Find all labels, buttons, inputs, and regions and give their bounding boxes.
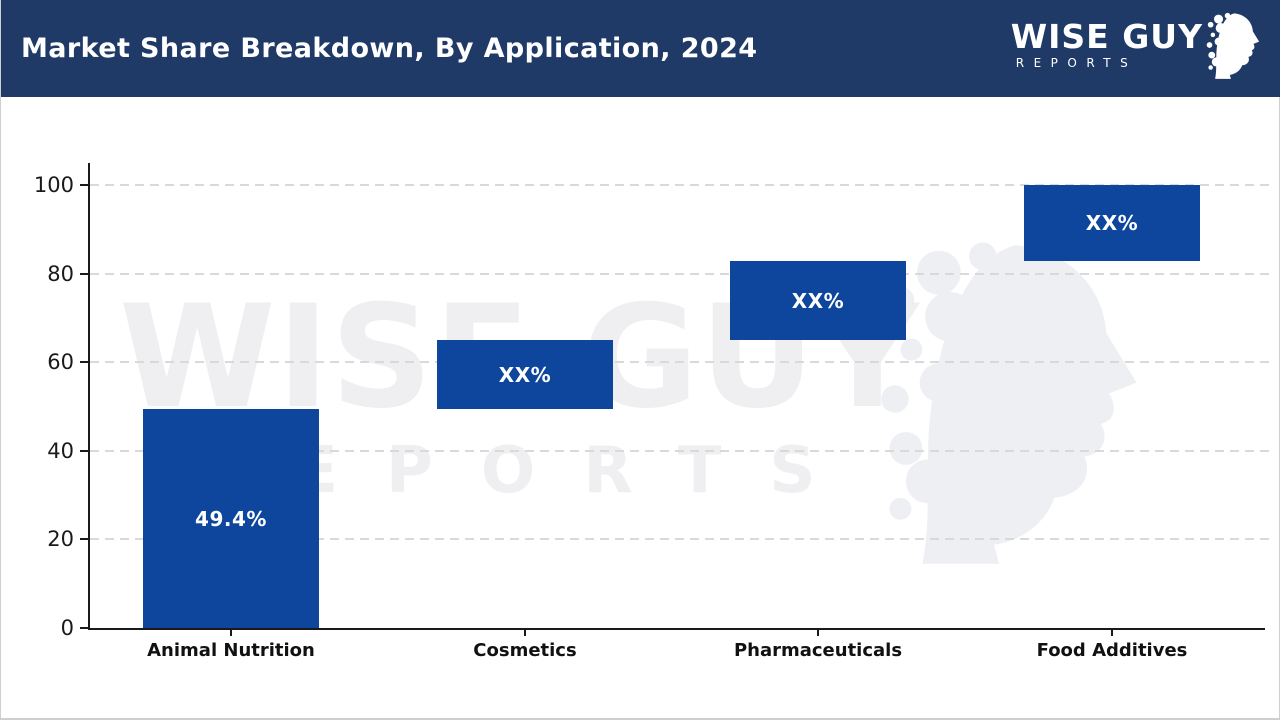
x-axis-line xyxy=(88,628,1265,630)
gridline-80 xyxy=(90,272,1273,275)
y-tick-label: 20 xyxy=(47,527,74,552)
y-tick-label: 60 xyxy=(47,350,74,375)
category-label-cosmetics: Cosmetics xyxy=(473,640,577,661)
bar-value-label: XX% xyxy=(791,288,845,313)
chart-title: Market Share Breakdown, By Application, … xyxy=(21,33,758,64)
x-tick-mark xyxy=(817,628,819,636)
y-tick-mark xyxy=(80,538,88,541)
x-tick-mark xyxy=(1111,628,1113,636)
y-tick-label: 40 xyxy=(47,438,74,463)
category-label-food-additives: Food Additives xyxy=(1036,640,1188,661)
y-tick-mark xyxy=(80,361,88,364)
gridline-40 xyxy=(90,449,1273,452)
bar-value-label: XX% xyxy=(1085,211,1139,236)
bar-cosmetics: XX% xyxy=(437,340,613,410)
gridline-100 xyxy=(90,184,1273,186)
waterfall-chart: WISE GUY REPORTS 49.4% XX% XX% XX% 0 20 40 60 80… xyxy=(1,97,1280,720)
y-tick-mark xyxy=(80,627,88,629)
category-label-pharmaceuticals: Pharmaceuticals xyxy=(733,640,903,661)
bar-value-label: 49.4% xyxy=(195,506,267,531)
x-tick-mark xyxy=(524,628,526,636)
y-axis-line xyxy=(88,163,90,630)
bar-pharmaceuticals: XX% xyxy=(730,261,906,341)
wiseguy-logo: WISE GUY REPORTS xyxy=(1011,10,1267,80)
watermark-head-icon xyxy=(881,242,1137,564)
y-tick-mark xyxy=(80,272,88,275)
report-header: Market Share Breakdown, By Application, … xyxy=(1,0,1280,97)
bar-food-additives: XX% xyxy=(1024,185,1200,262)
logo-wordmark: WISE GUY xyxy=(1010,17,1203,56)
bar-animal-nutrition: 49.4% xyxy=(143,409,319,628)
x-tick-mark xyxy=(230,628,232,636)
y-tick-label: 0 xyxy=(60,616,74,640)
y-tick-label: 80 xyxy=(47,261,74,286)
wiseguy-head-icon xyxy=(1206,12,1260,79)
logo-text: WISE GUY REPORTS xyxy=(1011,20,1203,70)
y-tick-mark xyxy=(80,449,88,452)
gridline-60 xyxy=(90,361,1273,364)
gridline-20 xyxy=(90,538,1273,541)
y-tick-mark xyxy=(80,184,88,186)
category-label-animal-nutrition: Animal Nutrition xyxy=(147,640,315,661)
logo-subtext: REPORTS xyxy=(1015,56,1138,70)
y-tick-label: 100 xyxy=(33,173,74,197)
bar-value-label: XX% xyxy=(498,362,552,387)
